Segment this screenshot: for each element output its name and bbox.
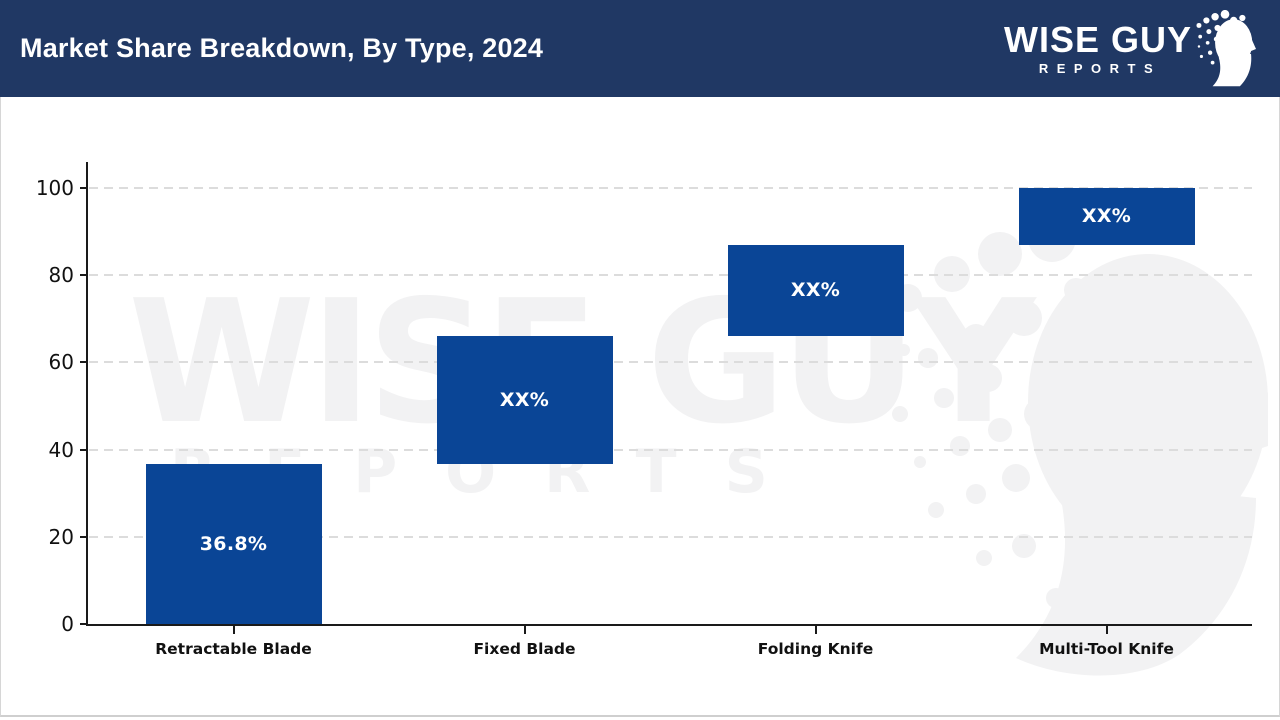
logo-subtitle: REPORTS <box>1038 61 1162 76</box>
y-tick-label: 80 <box>48 263 74 288</box>
x-category-label: Folding Knife <box>757 640 874 658</box>
bar-value-label: 36.8% <box>199 532 268 555</box>
logo-head-icon <box>1196 9 1256 86</box>
bar-fixed-blade: XX% <box>436 336 613 464</box>
gridline-60 <box>89 361 1252 364</box>
y-tick-label: 100 <box>35 176 74 200</box>
wise-guy-reports-logo: WISE GUY REPORTS <box>1003 9 1256 88</box>
watermark-head-icon <box>892 200 1268 676</box>
y-tick-label: 0 <box>61 612 74 636</box>
y-tick-60 <box>80 361 88 364</box>
y-tick-20 <box>80 535 88 538</box>
page-title: Market Share Breakdown, By Type, 2024 <box>20 33 544 63</box>
x-tick-2 <box>814 626 817 634</box>
bar-multi-tool-knife: XX% <box>1018 188 1195 245</box>
y-tick-label: 40 <box>48 437 74 462</box>
x-category-label: Retractable Blade <box>155 640 312 658</box>
y-tick-0 <box>80 623 88 625</box>
x-category-label: Fixed Blade <box>473 640 576 658</box>
bar-value-label: XX% <box>1081 205 1132 228</box>
x-tick-0 <box>232 626 235 634</box>
bar-retractable-blade: 36.8% <box>145 463 322 624</box>
x-tick-3 <box>1105 626 1108 634</box>
gridline-40 <box>89 448 1252 451</box>
gridline-80 <box>89 274 1252 277</box>
x-axis-spine <box>86 624 1252 626</box>
y-axis-spine <box>86 161 88 626</box>
bar-value-label: XX% <box>499 388 550 411</box>
bar-folding-knife: XX% <box>727 244 904 337</box>
y-tick-label: 20 <box>48 524 74 549</box>
logo-name: WISE GUY <box>1003 19 1192 60</box>
y-tick-100 <box>80 187 88 189</box>
y-tick-80 <box>80 274 88 277</box>
bar-value-label: XX% <box>790 279 841 302</box>
gridline-20 <box>89 535 1252 538</box>
x-tick-1 <box>523 626 526 634</box>
x-category-label: Multi-Tool Knife <box>1039 640 1174 658</box>
logo-text: WISE GUY REPORTS <box>1003 19 1192 76</box>
y-tick-40 <box>80 448 88 451</box>
header-bar: Market Share Breakdown, By Type, 2024 WI… <box>0 0 1280 97</box>
y-tick-label: 60 <box>48 350 74 375</box>
gridline-100 <box>89 187 1252 189</box>
